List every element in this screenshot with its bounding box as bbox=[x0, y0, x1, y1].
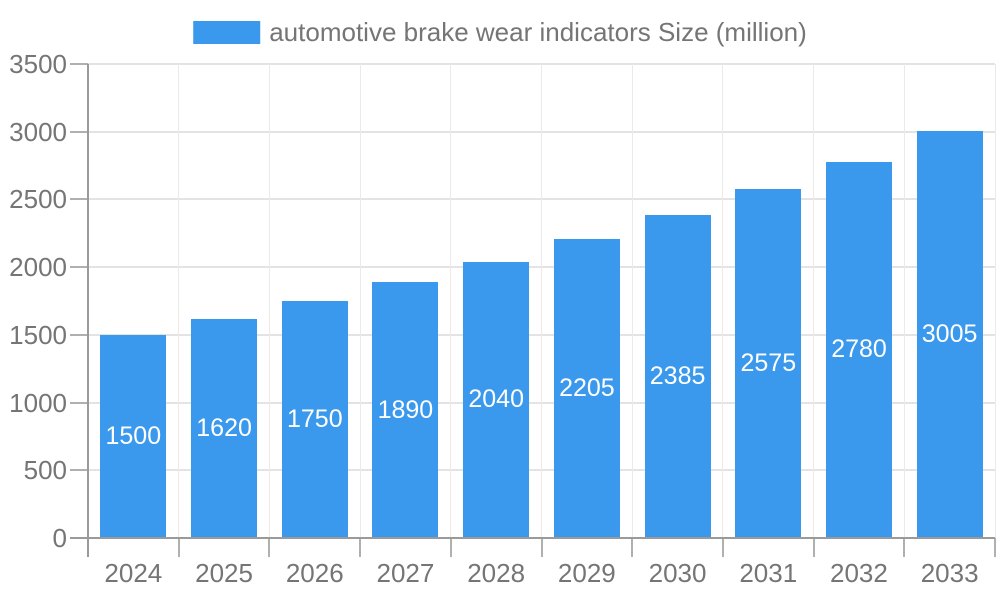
y-tick bbox=[70, 333, 88, 336]
y-axis-label: 0 bbox=[52, 523, 67, 553]
y-tick bbox=[70, 401, 88, 404]
bar-value-label: 2040 bbox=[468, 385, 524, 414]
x-axis-label: 2027 bbox=[376, 558, 435, 588]
x-tick bbox=[540, 538, 543, 557]
y-tick bbox=[70, 198, 88, 201]
gridline-vertical bbox=[722, 64, 724, 538]
legend-swatch bbox=[193, 20, 261, 44]
bar-2025[interactable]: 1620 bbox=[191, 318, 258, 538]
x-axis-label: 2029 bbox=[557, 558, 616, 588]
x-axis-label: 2030 bbox=[648, 558, 707, 588]
x-axis-label: 2028 bbox=[467, 558, 526, 588]
y-tick bbox=[70, 130, 88, 133]
x-tick bbox=[812, 538, 815, 557]
y-tick bbox=[70, 63, 88, 65]
gridline-vertical bbox=[450, 64, 452, 538]
bar-2033[interactable]: 3005 bbox=[916, 131, 983, 538]
x-axis-label: 2033 bbox=[920, 558, 979, 588]
gridline-vertical bbox=[359, 64, 361, 538]
x-tick bbox=[449, 538, 452, 557]
chart-legend[interactable]: automotive brake wear indicators Size (m… bbox=[193, 17, 807, 47]
gridline-vertical bbox=[813, 64, 815, 538]
gridline-vertical bbox=[178, 64, 180, 538]
gridline-vertical bbox=[631, 64, 633, 538]
bar-2032[interactable]: 2780 bbox=[826, 161, 892, 538]
bar-value-label: 1750 bbox=[286, 405, 343, 433]
y-axis-label: 1500 bbox=[9, 319, 67, 350]
x-tick bbox=[268, 538, 271, 557]
gridline-vertical bbox=[268, 64, 270, 538]
bar-value-label: 2385 bbox=[649, 362, 706, 390]
bar-2030[interactable]: 2385 bbox=[644, 215, 711, 538]
x-axis-label: 2025 bbox=[195, 558, 253, 588]
bar-2029[interactable]: 2205 bbox=[553, 239, 620, 538]
bar-value-label: 2780 bbox=[831, 335, 887, 364]
y-tick bbox=[70, 469, 88, 472]
x-tick bbox=[721, 538, 724, 557]
gridline-vertical bbox=[994, 64, 996, 538]
x-axis-label: 2026 bbox=[285, 558, 344, 588]
legend-label: automotive brake wear indicators Size (m… bbox=[269, 17, 807, 47]
bar-value-label: 3005 bbox=[921, 320, 978, 348]
bar-value-label: 1500 bbox=[105, 421, 162, 450]
bar-2024[interactable]: 1500 bbox=[100, 334, 167, 538]
bar-value-label: 2205 bbox=[559, 374, 615, 403]
bar-2027[interactable]: 1890 bbox=[372, 282, 439, 538]
bar-value-label: 1890 bbox=[377, 395, 434, 424]
x-tick bbox=[903, 538, 906, 557]
gridline-vertical bbox=[541, 64, 542, 538]
y-axis-line bbox=[87, 64, 89, 557]
y-tick bbox=[70, 266, 88, 269]
bar-2026[interactable]: 1750 bbox=[281, 301, 348, 538]
bar-value-label: 2575 bbox=[740, 349, 797, 378]
x-tick bbox=[994, 538, 996, 557]
x-tick bbox=[177, 538, 180, 557]
y-axis-label: 2500 bbox=[9, 184, 67, 215]
y-axis-label: 1000 bbox=[9, 387, 67, 418]
y-axis-label: 500 bbox=[23, 455, 67, 486]
bar-2028[interactable]: 2040 bbox=[463, 261, 530, 538]
x-axis-label: 2032 bbox=[830, 558, 888, 588]
x-axis-label: 2024 bbox=[104, 558, 163, 588]
y-axis-label: 3500 bbox=[9, 49, 67, 79]
x-axis-label: 2031 bbox=[739, 558, 798, 588]
x-axis-line bbox=[70, 537, 995, 539]
y-axis-label: 2000 bbox=[9, 252, 67, 283]
y-axis-label: 3000 bbox=[9, 116, 67, 147]
x-tick bbox=[631, 538, 634, 557]
gridline-vertical bbox=[903, 64, 905, 538]
bar-2031[interactable]: 2575 bbox=[735, 189, 802, 538]
x-tick bbox=[359, 538, 362, 557]
bar-value-label: 1620 bbox=[196, 413, 252, 442]
